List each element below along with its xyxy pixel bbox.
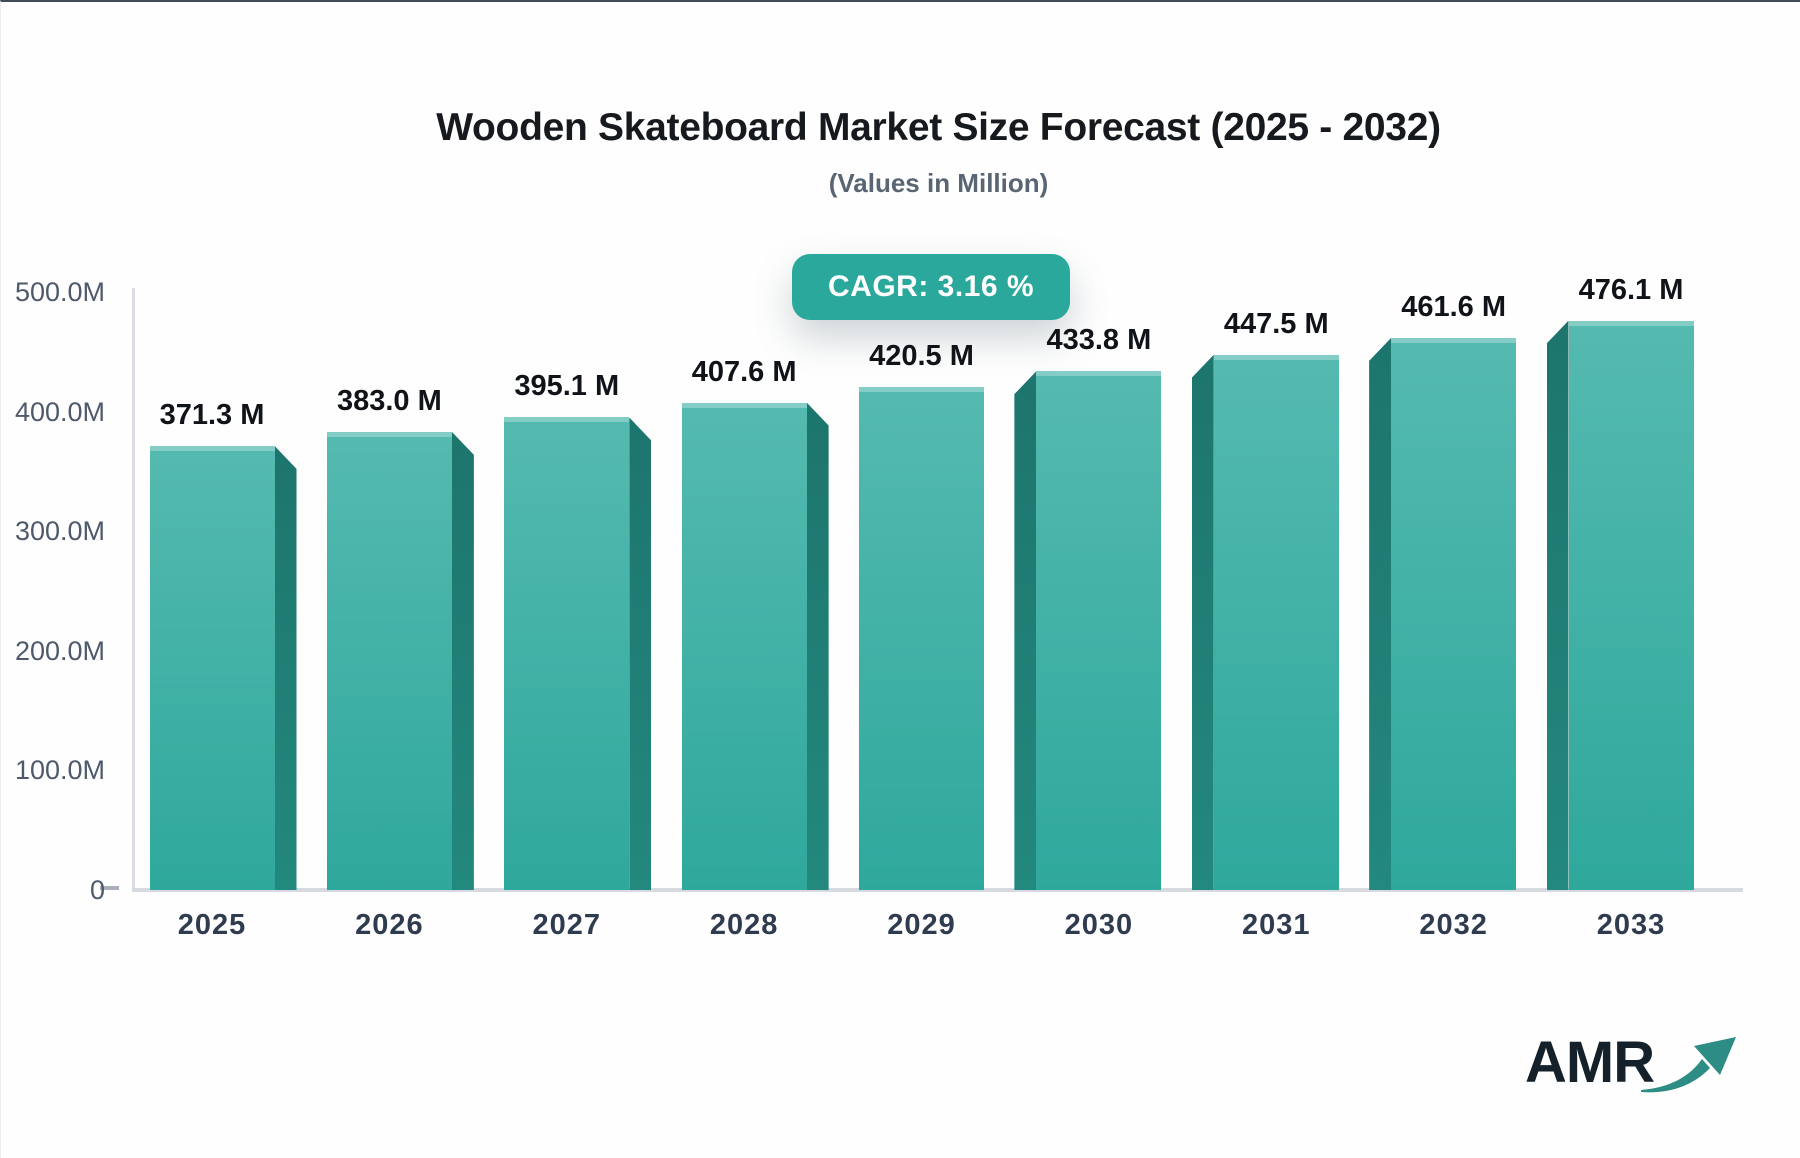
bar-value-label: 371.3 M [159,398,265,431]
x-axis-label-2027: 2027 [532,909,601,941]
x-axis-label-2033: 2033 [1596,909,1666,941]
bar-value-label: 395.1 M [514,370,620,403]
y-axis-label: 0 [89,875,105,905]
y-axis-line [132,288,135,890]
zero-tick-mark [100,886,119,890]
bar-2029 [859,387,984,890]
y-axis-label: 400.0M [14,396,105,427]
bar-side-face [629,417,652,890]
x-axis-label-2032: 2032 [1419,909,1488,941]
bar-value-label: 383.0 M [336,384,442,417]
amr-logo: AMR [1525,1034,1738,1096]
bar-value-label: 433.8 M [1046,324,1152,357]
bar-2028 [681,402,807,890]
x-axis-label-2029: 2029 [887,909,956,941]
bar-value-label: 407.6 M [691,355,797,388]
amr-logo-text: AMR [1525,1030,1655,1095]
bar-side-face [1014,371,1037,890]
bar-value-label: 420.5 M [869,340,974,373]
x-axis-label-2030: 2030 [1064,909,1134,941]
bar-side-face [1546,320,1569,890]
y-axis-label: 500.0M [14,277,105,307]
bar-value-label: 476.1 M [1578,273,1684,306]
bar-side-face [1191,354,1214,890]
cagr-badge: CAGR: 3.16 % [792,254,1071,320]
bar-2026 [326,431,452,890]
bar-2033 [1568,320,1694,890]
bar-side-face [806,402,829,890]
bar-side-face [1369,337,1392,890]
bar-2031 [1213,354,1339,890]
chart-subtitle: (Values in Million) [828,168,1049,198]
chart-title: Wooden Skateboard Market Size Forecast (… [436,106,1441,149]
bar-2027 [504,417,630,890]
bar-2025 [149,445,275,890]
x-axis-label-2028: 2028 [709,909,779,941]
x-axis-label-2025: 2025 [177,909,247,941]
bar-side-face [451,431,474,890]
x-axis-label-2031: 2031 [1241,909,1311,941]
bar-value-label: 461.6 M [1401,290,1507,323]
bar-value-label: 447.5 M [1223,307,1329,340]
bar-2030 [1036,371,1162,890]
y-axis-label: 200.0M [14,635,105,666]
growth-arrow-icon [1641,1037,1737,1093]
bar-side-face [274,445,297,890]
x-axis-label-2026: 2026 [355,909,424,941]
x-axis-line [132,888,1743,892]
y-axis-label: 100.0M [14,755,105,786]
y-axis-label: 300.0M [14,516,105,547]
bar-2032 [1391,337,1517,890]
